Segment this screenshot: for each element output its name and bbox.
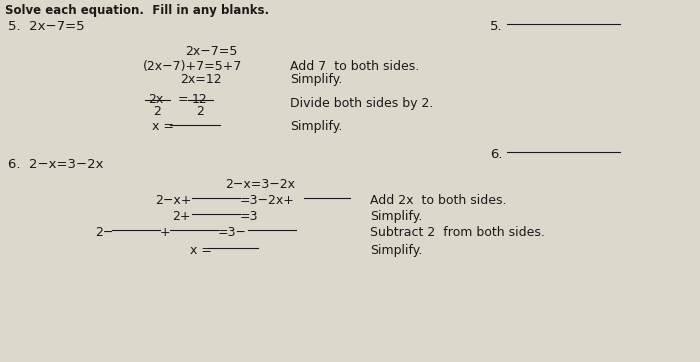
Text: Add 7  to both sides.: Add 7 to both sides.: [290, 60, 419, 73]
Text: 2−x+: 2−x+: [155, 194, 191, 207]
Text: =: =: [178, 93, 188, 106]
Text: x =: x =: [152, 120, 174, 133]
Text: Simplify.: Simplify.: [370, 210, 422, 223]
Text: Simplify.: Simplify.: [290, 73, 342, 86]
Text: 5.  2x−7=5: 5. 2x−7=5: [8, 20, 85, 33]
Text: Subtract 2  from both sides.: Subtract 2 from both sides.: [370, 226, 545, 239]
Text: 2x−7=5: 2x−7=5: [185, 45, 237, 58]
Text: 2: 2: [153, 105, 161, 118]
Text: x =: x =: [190, 244, 212, 257]
Text: Simplify.: Simplify.: [370, 244, 422, 257]
Text: 2−x=3−2x: 2−x=3−2x: [225, 178, 295, 191]
Text: =3: =3: [240, 210, 258, 223]
Text: Add 2x  to both sides.: Add 2x to both sides.: [370, 194, 507, 207]
Text: 6.: 6.: [490, 148, 503, 161]
Text: 2x=12: 2x=12: [180, 73, 222, 86]
Text: +: +: [160, 226, 171, 239]
Text: (2x−7)+7=5+7: (2x−7)+7=5+7: [143, 60, 242, 73]
Text: Simplify.: Simplify.: [290, 120, 342, 133]
Text: 2−: 2−: [95, 226, 113, 239]
Text: 2x: 2x: [148, 93, 163, 106]
Text: 2: 2: [196, 105, 204, 118]
Text: Divide both sides by 2.: Divide both sides by 2.: [290, 97, 433, 110]
Text: =3−: =3−: [218, 226, 247, 239]
Text: 5.: 5.: [490, 20, 503, 33]
Text: 6.  2−x=3−2x: 6. 2−x=3−2x: [8, 158, 104, 171]
Text: Solve each equation.  Fill in any blanks.: Solve each equation. Fill in any blanks.: [5, 4, 269, 17]
Text: =3−2x+: =3−2x+: [240, 194, 295, 207]
Text: 12: 12: [192, 93, 208, 106]
Text: 2+: 2+: [172, 210, 190, 223]
